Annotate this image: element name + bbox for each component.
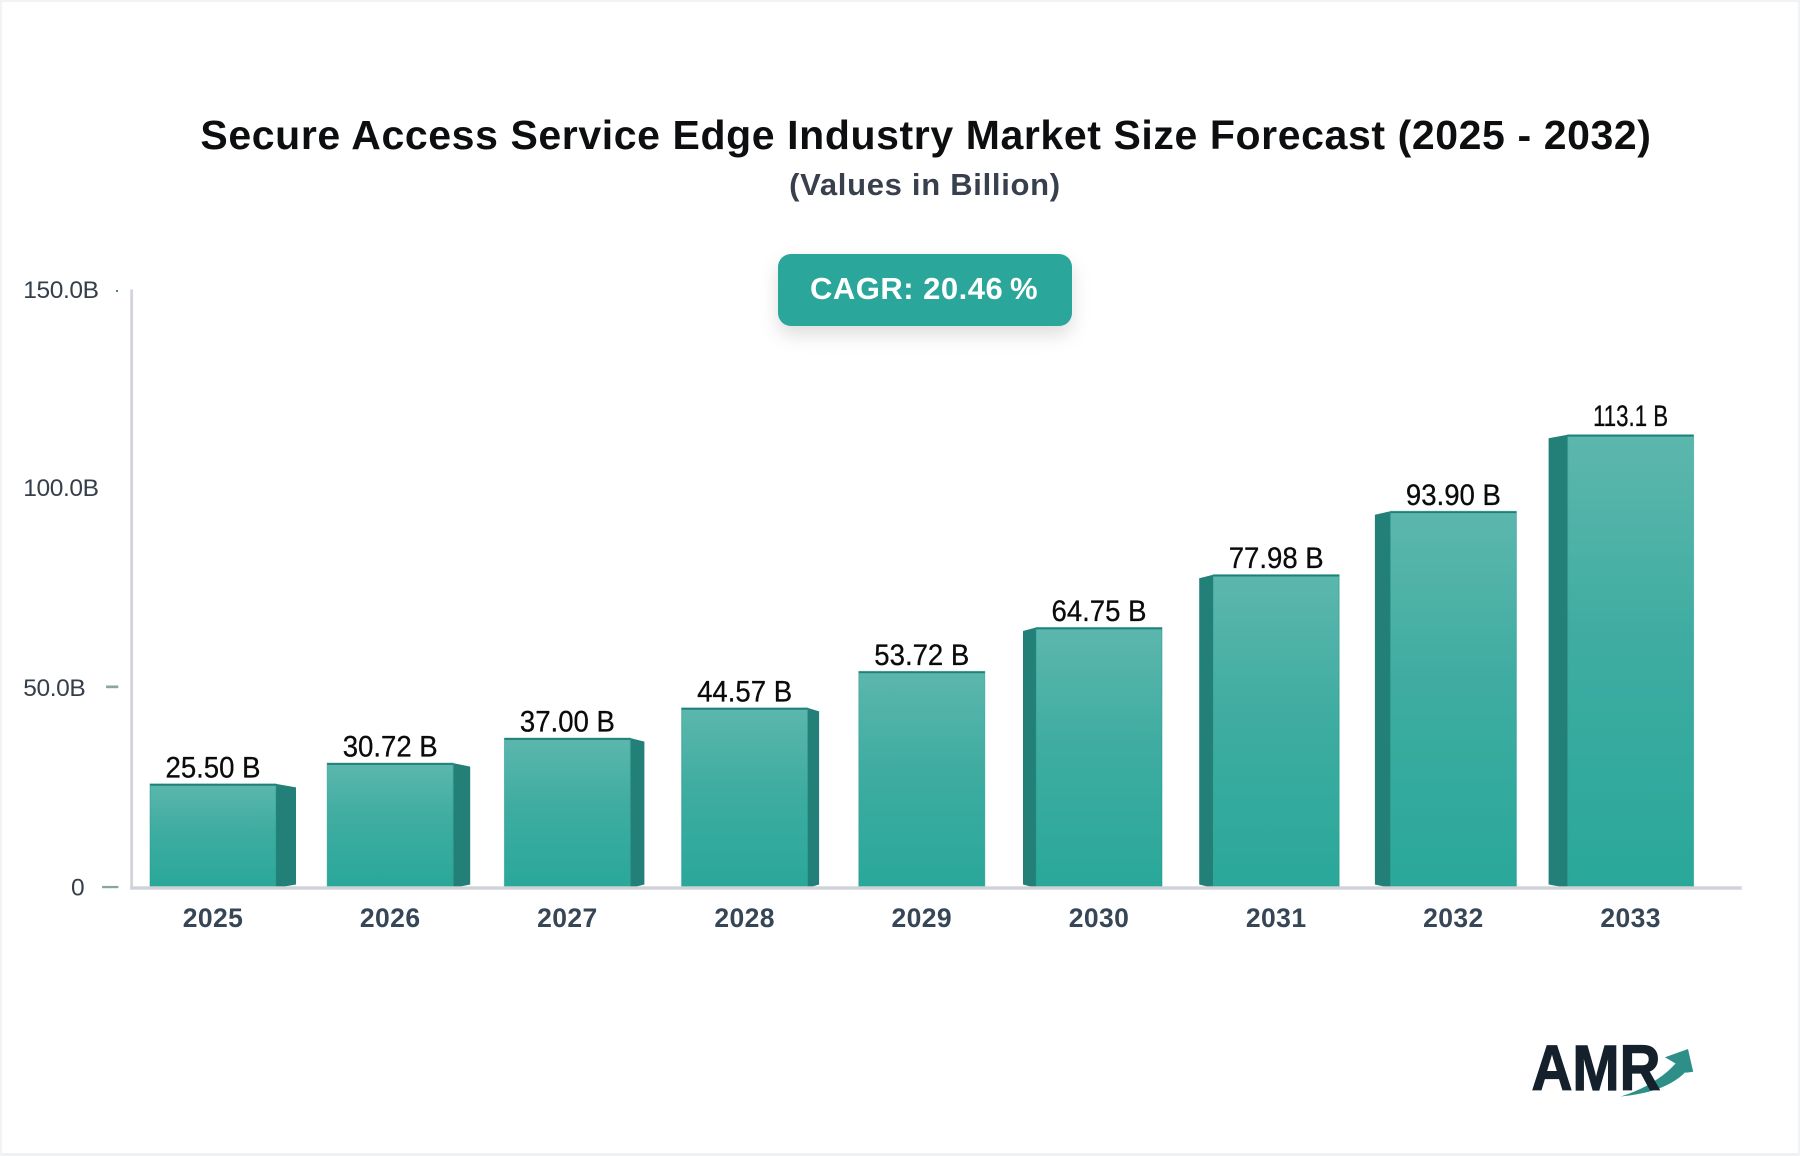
svg-text:2027: 2027 [537, 903, 598, 933]
svg-text:2032: 2032 [1423, 903, 1484, 933]
svg-text:50.0B: 50.0B [23, 675, 85, 702]
svg-text:25.50 B: 25.50 B [166, 751, 261, 784]
svg-text:30.72 B: 30.72 B [343, 731, 438, 764]
svg-text:93.90 B: 93.90 B [1406, 479, 1501, 512]
svg-text:150.0B: 150.0B [23, 277, 98, 304]
svg-text:64.75 B: 64.75 B [1052, 595, 1147, 628]
svg-text:Secure Access Service Edge Ind: Secure Access Service Edge Industry Mark… [200, 112, 1651, 158]
svg-text:2033: 2033 [1600, 903, 1661, 933]
svg-text:AMR: AMR [1532, 1032, 1661, 1104]
svg-text:100.0B: 100.0B [23, 475, 98, 502]
svg-text:2029: 2029 [892, 903, 953, 933]
svg-text:53.72 B: 53.72 B [874, 639, 969, 672]
svg-text:2031: 2031 [1246, 903, 1307, 933]
svg-text:2030: 2030 [1069, 903, 1130, 933]
svg-text:44.57 B: 44.57 B [697, 675, 792, 708]
svg-text:2026: 2026 [360, 903, 421, 933]
svg-text:0: 0 [71, 875, 85, 902]
svg-text:2025: 2025 [183, 903, 244, 933]
svg-text:113.1 B: 113.1 B [1593, 400, 1668, 433]
svg-text:(Values in Billion): (Values in Billion) [789, 167, 1061, 202]
svg-text:2028: 2028 [714, 903, 775, 933]
svg-text:CAGR: 20.46 %: CAGR: 20.46 % [810, 271, 1038, 306]
svg-text:77.98 B: 77.98 B [1229, 542, 1324, 575]
svg-text:37.00 B: 37.00 B [520, 706, 615, 739]
